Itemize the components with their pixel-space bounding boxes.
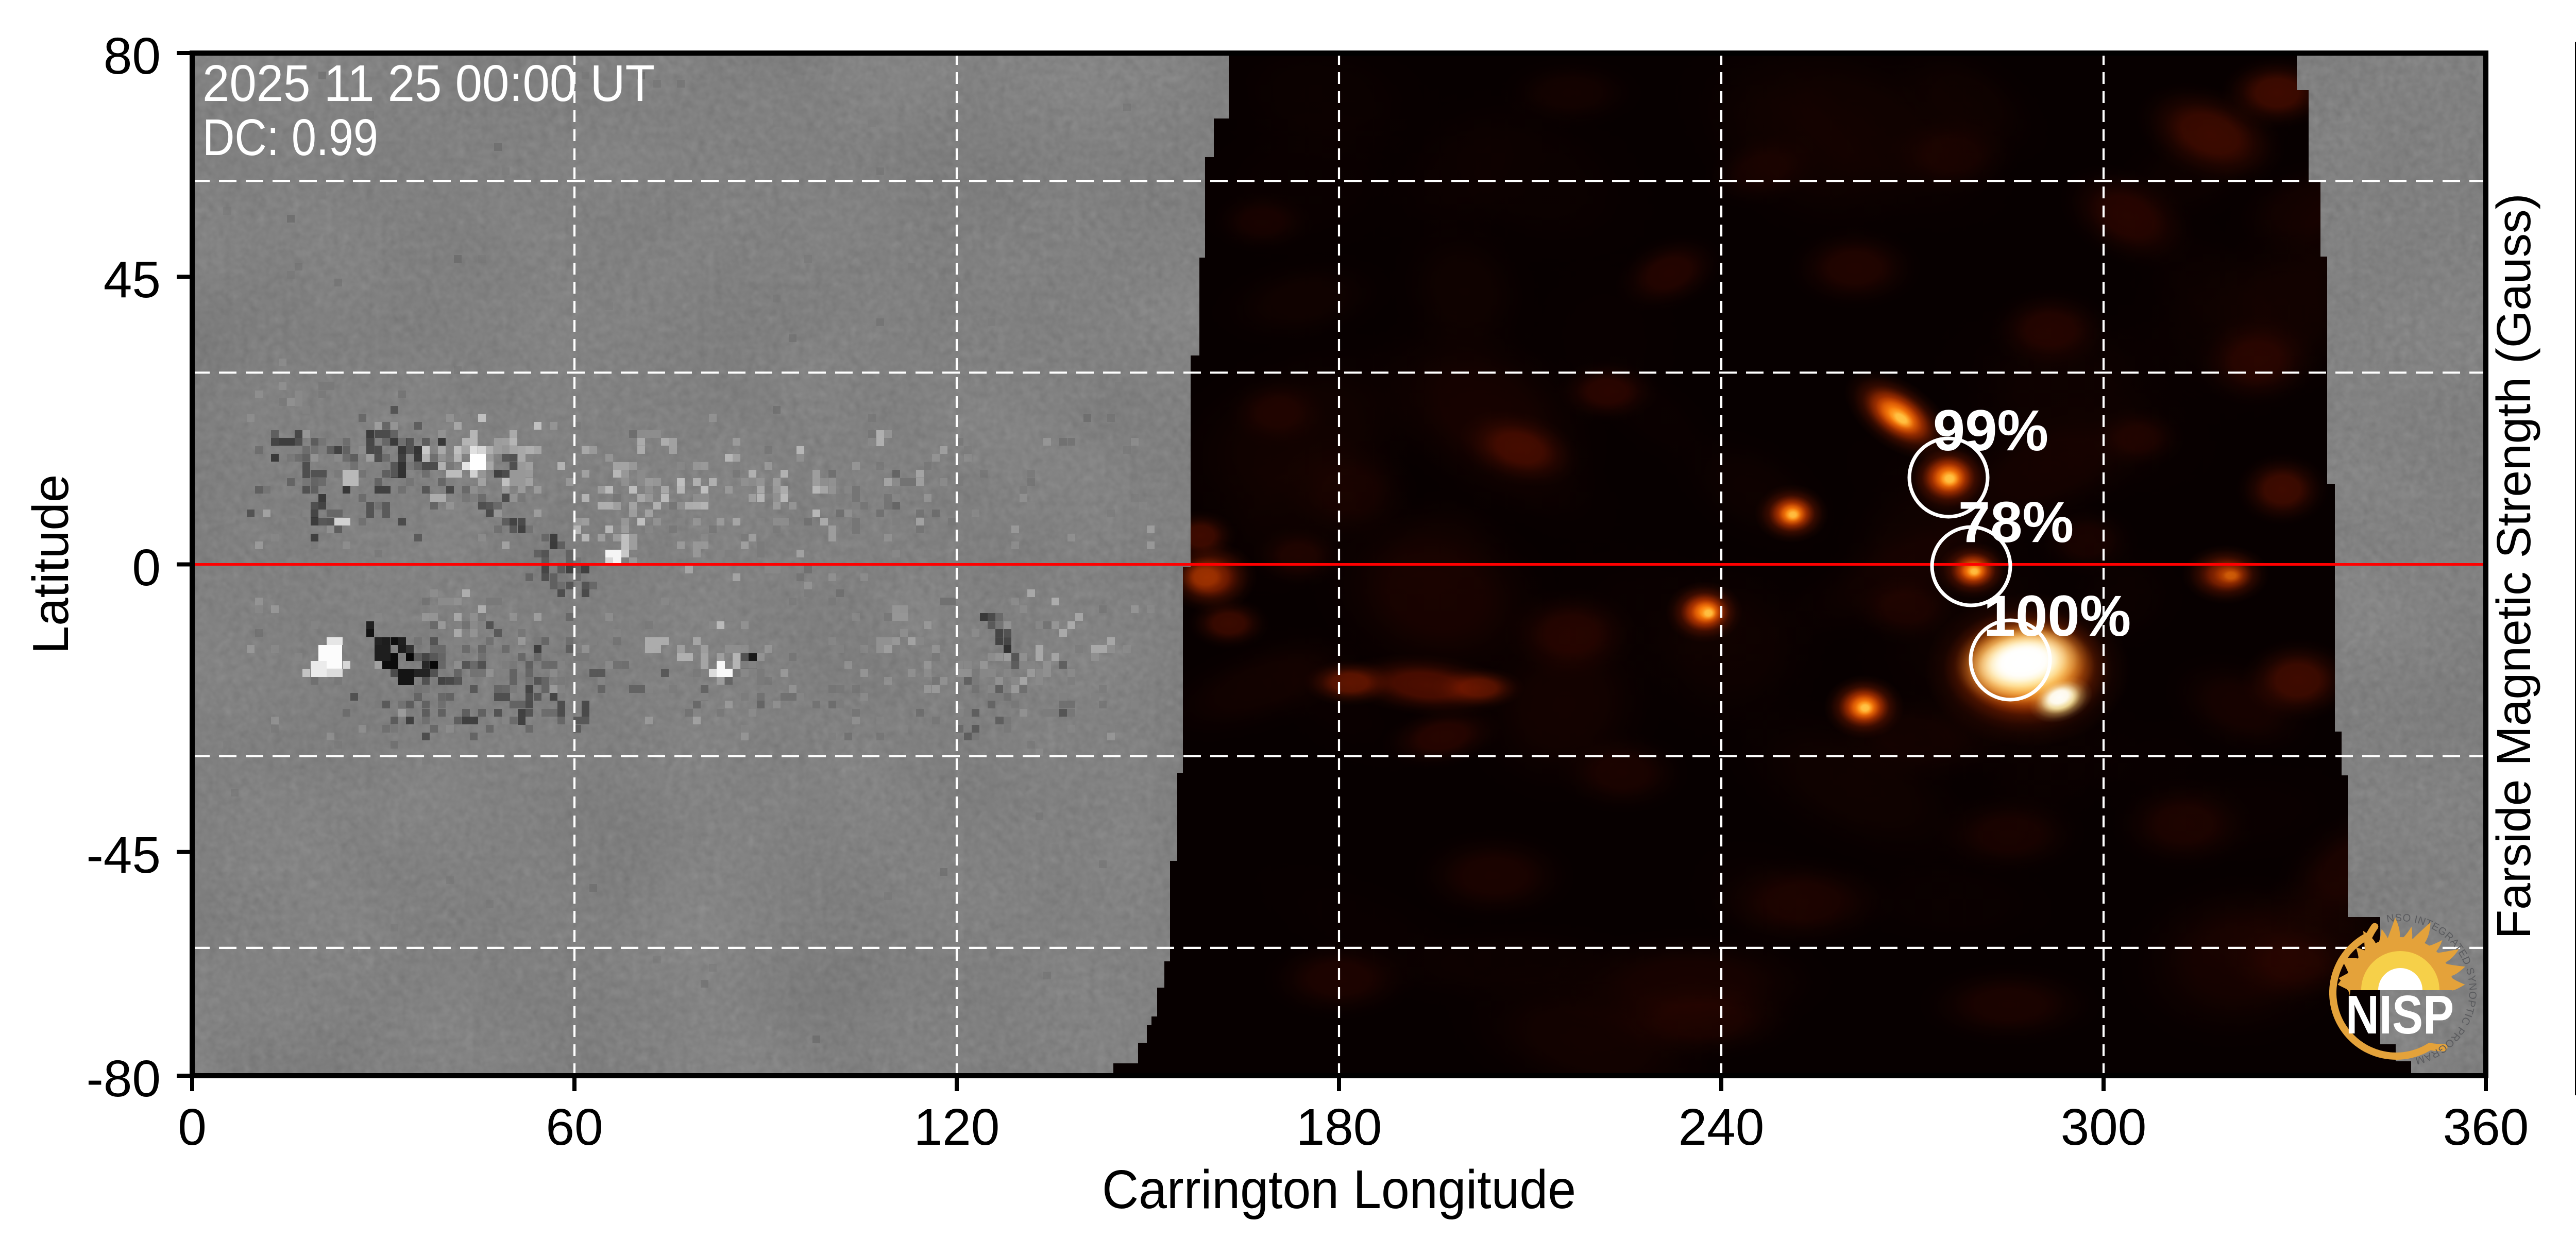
- svg-text:99%: 99%: [1933, 398, 2048, 463]
- svg-text:0: 0: [132, 539, 161, 597]
- svg-text:240: 240: [1679, 1098, 1765, 1156]
- svg-text:NISP: NISP: [2346, 984, 2454, 1045]
- svg-text:Carrington Longitude: Carrington Longitude: [1102, 1159, 1576, 1220]
- svg-text:2025 11 25 00:00 UT: 2025 11 25 00:00 UT: [202, 55, 655, 112]
- svg-text:-45: -45: [86, 826, 161, 884]
- svg-text:180: 180: [1296, 1098, 1382, 1156]
- svg-text:DC: 0.99: DC: 0.99: [202, 109, 378, 166]
- svg-text:300: 300: [2061, 1098, 2147, 1156]
- svg-text:45: 45: [104, 251, 161, 309]
- svg-text:120: 120: [914, 1098, 1000, 1156]
- svg-text:78%: 78%: [1958, 490, 2074, 554]
- svg-text:360: 360: [2443, 1098, 2529, 1156]
- svg-text:Latitude: Latitude: [22, 474, 79, 654]
- svg-text:Farside Magnetic Strength (Gau: Farside Magnetic Strength (Gauss): [2487, 193, 2540, 939]
- svg-text:80: 80: [104, 27, 161, 85]
- svg-text:-80: -80: [86, 1050, 161, 1108]
- svg-text:100%: 100%: [1984, 584, 2131, 648]
- svg-text:60: 60: [546, 1098, 603, 1156]
- svg-text:0: 0: [178, 1098, 207, 1156]
